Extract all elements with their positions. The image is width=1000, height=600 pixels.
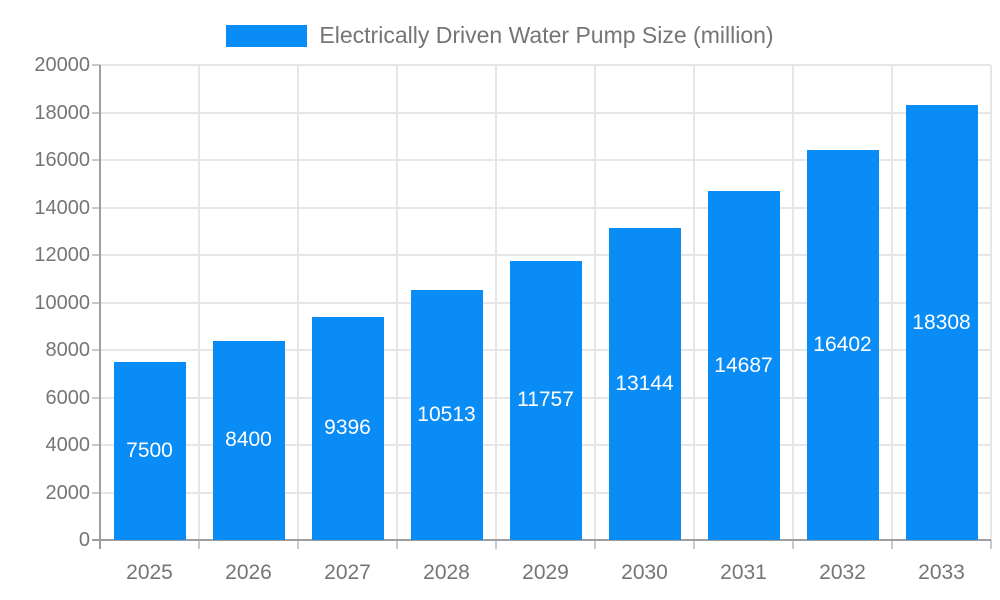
gridline-horizontal — [100, 206, 991, 209]
x-axis-tick — [495, 540, 497, 549]
x-axis-tick — [297, 540, 299, 549]
gridline-vertical — [594, 65, 596, 540]
gridline-vertical — [495, 65, 497, 540]
gridline-vertical — [297, 65, 299, 540]
bar-value-label: 18308 — [912, 310, 971, 334]
x-tick-label: 2027 — [324, 561, 371, 584]
bar[interactable] — [311, 316, 384, 540]
bar[interactable] — [806, 150, 879, 540]
gridline-horizontal — [100, 111, 991, 114]
x-axis-tick — [396, 540, 398, 549]
x-axis-tick — [693, 540, 695, 549]
y-axis-tick — [92, 206, 100, 209]
y-tick-label: 4000 — [45, 434, 91, 456]
x-tick-label: 2026 — [225, 561, 272, 584]
y-axis-tick — [92, 301, 100, 304]
y-axis-tick — [92, 444, 100, 446]
x-axis-tick — [990, 540, 992, 549]
bar-value-label: 16402 — [813, 333, 872, 357]
bar-value-label: 11757 — [517, 388, 574, 412]
y-tick-label: 8000 — [45, 339, 91, 361]
y-tick-label: 6000 — [45, 386, 91, 409]
gridline-vertical — [396, 65, 398, 540]
bar-value-label: 9396 — [324, 416, 371, 440]
legend-label: Electrically Driven Water Pump Size (mil… — [319, 22, 774, 48]
gridline-vertical — [198, 65, 200, 540]
y-tick-label: 10000 — [34, 291, 90, 314]
y-axis-tick — [92, 64, 100, 66]
gridline-vertical — [990, 65, 992, 540]
x-tick-label: 2033 — [918, 561, 965, 584]
y-axis-tick — [92, 349, 100, 351]
y-axis-tick — [92, 254, 100, 256]
bar-value-label: 13144 — [615, 371, 674, 395]
bar-value-label: 14687 — [714, 353, 773, 377]
x-axis-tick — [594, 540, 596, 549]
x-axis-tick — [198, 540, 200, 549]
y-tick-label: 16000 — [34, 149, 90, 171]
bar-value-label: 10513 — [417, 403, 476, 427]
gridline-horizontal — [100, 64, 991, 66]
y-axis-tick — [92, 111, 100, 114]
x-axis-tick — [891, 540, 893, 549]
x-tick-label: 2030 — [621, 561, 668, 584]
x-tick-label: 2032 — [819, 561, 866, 584]
bar[interactable] — [509, 260, 582, 540]
x-tick-label: 2028 — [423, 561, 470, 584]
bar[interactable] — [212, 340, 285, 540]
bar[interactable] — [410, 290, 483, 540]
bar[interactable] — [113, 361, 186, 540]
y-tick-label: 20000 — [34, 54, 90, 76]
x-axis-tick — [792, 540, 794, 549]
gridline-horizontal — [100, 159, 991, 161]
x-tick-label: 2025 — [126, 561, 173, 584]
gridline-vertical — [693, 65, 695, 540]
legend-item[interactable]: Electrically Driven Water Pump Size (mil… — [0, 22, 1000, 49]
y-tick-label: 2000 — [45, 481, 91, 504]
x-tick-label: 2031 — [720, 561, 767, 584]
bar[interactable] — [905, 105, 978, 540]
y-tick-label: 14000 — [34, 196, 90, 219]
bar-value-label: 7500 — [126, 438, 173, 462]
y-axis-tick — [92, 159, 100, 161]
y-axis-tick — [92, 491, 100, 494]
bar[interactable] — [707, 191, 780, 540]
gridline-vertical — [792, 65, 794, 540]
y-tick-label: 12000 — [34, 244, 90, 266]
y-axis-line — [99, 65, 101, 549]
y-tick-label: 18000 — [34, 101, 90, 124]
y-axis-tick — [92, 396, 100, 399]
bar-value-label: 8400 — [225, 428, 272, 452]
x-axis-line — [92, 539, 991, 541]
bar[interactable] — [608, 227, 681, 540]
y-tick-label: 0 — [78, 529, 90, 551]
gridline-vertical — [891, 65, 893, 540]
legend-swatch — [226, 24, 308, 47]
gridline-horizontal — [100, 254, 991, 256]
x-tick-label: 2029 — [522, 561, 569, 584]
